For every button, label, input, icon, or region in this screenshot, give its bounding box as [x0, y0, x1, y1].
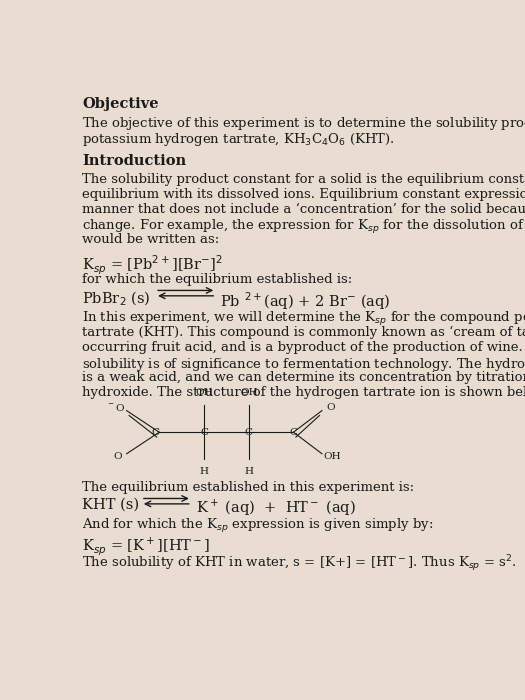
Text: hydroxide. The structure of the hydrogen tartrate ion is shown below:: hydroxide. The structure of the hydrogen…: [82, 386, 525, 399]
Text: H: H: [244, 467, 253, 476]
Text: OH: OH: [324, 452, 341, 461]
Text: potassium hydrogen tartrate, KH$_3$C$_4$O$_6$ (KHT).: potassium hydrogen tartrate, KH$_3$C$_4$…: [82, 132, 395, 148]
Text: solubility is of significance to fermentation technology. The hydrogen tartrate : solubility is of significance to ferment…: [82, 356, 525, 372]
Text: KHT (s): KHT (s): [82, 498, 139, 512]
Text: $^-$O: $^-$O: [106, 402, 125, 414]
Text: for which the equilibrium established is:: for which the equilibrium established is…: [82, 273, 352, 286]
Text: OH: OH: [195, 389, 213, 397]
Text: K$_{sp}$ = [K$^+$][HT$^-$]: K$_{sp}$ = [K$^+$][HT$^-$]: [82, 535, 210, 556]
Text: K$^+$ (aq)  +  HT$^-$ (aq): K$^+$ (aq) + HT$^-$ (aq): [196, 498, 355, 518]
Text: change. For example, the expression for K$_{sp}$ for the dissolution of PbBr$_2$: change. For example, the expression for …: [82, 218, 525, 236]
Text: Pb $^{2+}$(aq) + 2 Br$^{-}$ (aq): Pb $^{2+}$(aq) + 2 Br$^{-}$ (aq): [220, 290, 391, 312]
Text: K$_{sp}$ = [Pb$^{2+}$][Br$^{-}$]$^2$: K$_{sp}$ = [Pb$^{2+}$][Br$^{-}$]$^2$: [82, 254, 223, 277]
Text: O: O: [113, 452, 122, 461]
Text: would be written as:: would be written as:: [82, 233, 219, 246]
Text: OH: OH: [240, 389, 258, 397]
Text: C: C: [245, 428, 253, 437]
Text: tartrate (KHT). This compound is commonly known as ‘cream of tartar’. It is a na: tartrate (KHT). This compound is commonl…: [82, 326, 525, 339]
Text: H: H: [200, 467, 208, 476]
Text: C: C: [151, 428, 159, 437]
Text: The solubility product constant for a solid is the equilibrium constant for the : The solubility product constant for a so…: [82, 173, 525, 186]
Text: is a weak acid, and we can determine its concentration by titration with sodium: is a weak acid, and we can determine its…: [82, 371, 525, 384]
Text: Objective: Objective: [82, 97, 159, 111]
Text: Introduction: Introduction: [82, 154, 186, 168]
Text: And for which the K$_{sp}$ expression is given simply by:: And for which the K$_{sp}$ expression is…: [82, 517, 433, 535]
Text: PbBr$_2$ (s): PbBr$_2$ (s): [82, 290, 151, 308]
Text: occurring fruit acid, and is a byproduct of the production of wine. Determinatio: occurring fruit acid, and is a byproduct…: [82, 341, 525, 354]
Text: equilibrium with its dissolved ions. Equilibrium constant expressions are writte: equilibrium with its dissolved ions. Equ…: [82, 188, 525, 201]
Text: manner that does not include a ‘concentration’ for the solid because this quanti: manner that does not include a ‘concentr…: [82, 203, 525, 216]
Text: C: C: [289, 428, 298, 437]
Text: The objective of this experiment is to determine the solubility product constant: The objective of this experiment is to d…: [82, 116, 525, 134]
Text: The equilibrium established in this experiment is:: The equilibrium established in this expe…: [82, 481, 414, 493]
Text: The solubility of KHT in water, s = [K+] = [HT$^-$]. Thus K$_{sp}$ = s$^2$.: The solubility of KHT in water, s = [K+]…: [82, 554, 517, 574]
Text: In this experiment, we will determine the K$_{sp}$ for the compound potassium hy: In this experiment, we will determine th…: [82, 310, 525, 328]
Text: C: C: [200, 428, 208, 437]
Text: O: O: [327, 403, 335, 412]
